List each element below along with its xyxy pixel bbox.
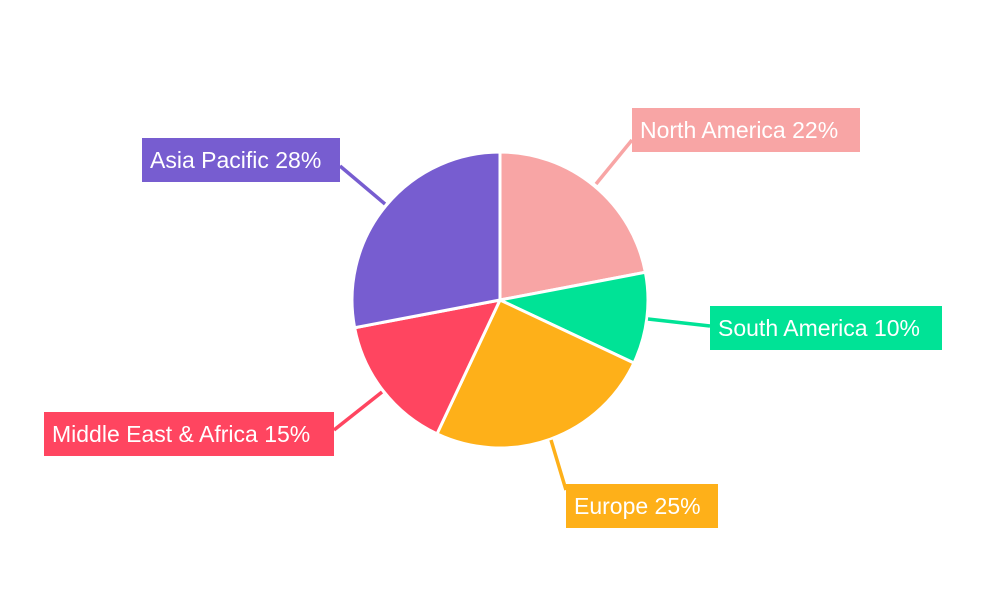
labels: North America 22% South America 10% Europe… [44,108,942,528]
leader-line-middle-east-africa [332,390,384,432]
pie-slice-middle-east-africa[interactable] [353,298,502,436]
pie-slice-europe[interactable] [435,298,636,450]
label-box-south-america [710,306,942,350]
data-label-south-america: South America 10% [718,315,920,341]
data-label-asia-pacific: Asia Pacific 28% [150,147,321,173]
slices [350,150,650,450]
data-label-europe: Europe 25% [574,493,701,519]
label-box-europe [566,484,718,528]
pie-slice-asia-pacific[interactable] [350,150,502,330]
label-box-north-america [632,108,860,152]
label-box-asia-pacific [142,138,340,182]
leader-line-north-america [594,138,634,186]
leader-line-europe [549,439,568,491]
leader-line-asia-pacific [338,164,387,206]
data-label-north-america: North America 22% [640,117,838,143]
pie-slice-north-america[interactable] [498,150,647,302]
label-box-middle-east-africa [44,412,334,456]
leader-line-south-america [647,317,711,328]
pie-slice-south-america[interactable] [498,270,650,365]
data-label-middle-east-africa: Middle East & Africa 15% [52,421,310,447]
